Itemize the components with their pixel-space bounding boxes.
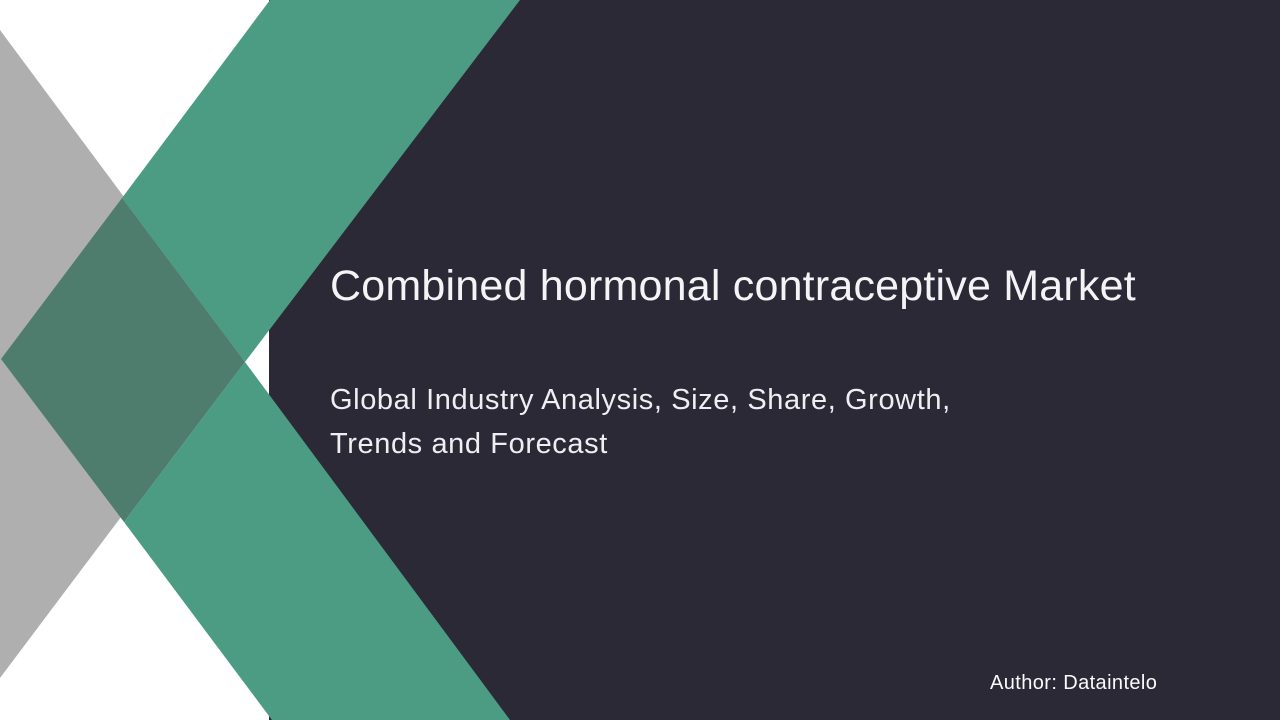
ribbon-overlap-diamond xyxy=(1,198,245,522)
report-title: Combined hormonal contraceptive Market xyxy=(330,262,1136,310)
author-credit: Author: Dataintelo xyxy=(990,672,1158,694)
report-subtitle: Global Industry Analysis, Size, Share, G… xyxy=(330,378,1090,466)
green-ribbon-top xyxy=(122,0,520,362)
report-subtitle-line2: Trends and Forecast xyxy=(330,428,608,460)
navy-background-panel xyxy=(269,0,1280,720)
green-ribbon-bottom xyxy=(124,362,510,720)
report-subtitle-line1: Global Industry Analysis, Size, Share, G… xyxy=(330,384,951,416)
